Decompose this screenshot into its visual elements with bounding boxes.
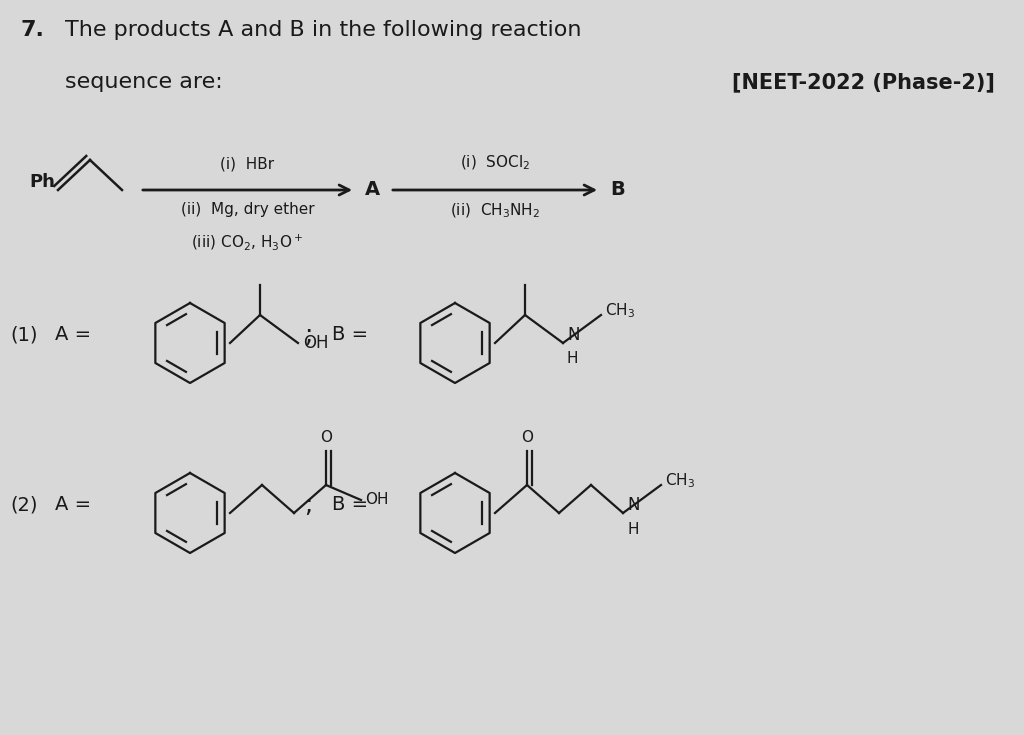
Text: The products A and B in the following reaction: The products A and B in the following re… bbox=[65, 20, 582, 40]
Text: (i)  SOCl$_2$: (i) SOCl$_2$ bbox=[460, 154, 530, 172]
Text: Ph: Ph bbox=[29, 173, 55, 191]
Text: B =: B = bbox=[332, 495, 368, 514]
Text: 7.: 7. bbox=[20, 20, 44, 40]
Text: (i)  HBr: (i) HBr bbox=[220, 157, 274, 172]
Text: H: H bbox=[627, 522, 639, 537]
Text: (2): (2) bbox=[10, 495, 38, 514]
Text: CH$_3$: CH$_3$ bbox=[605, 301, 635, 320]
Text: B =: B = bbox=[332, 326, 368, 345]
Text: A =: A = bbox=[55, 495, 91, 514]
Text: (ii)  Mg, dry ether: (ii) Mg, dry ether bbox=[180, 202, 314, 217]
Text: [NEET-2022 (Phase-2)]: [NEET-2022 (Phase-2)] bbox=[732, 72, 995, 92]
Text: ;: ; bbox=[304, 493, 312, 517]
Text: O: O bbox=[521, 430, 534, 445]
Text: CH$_3$: CH$_3$ bbox=[665, 472, 695, 490]
Text: A =: A = bbox=[55, 326, 91, 345]
Text: N: N bbox=[627, 496, 640, 514]
Text: (ii)  CH$_3$NH$_2$: (ii) CH$_3$NH$_2$ bbox=[451, 202, 540, 220]
Text: (1): (1) bbox=[10, 326, 38, 345]
Text: B: B bbox=[610, 181, 625, 199]
Text: N: N bbox=[567, 326, 580, 344]
Text: (iii) CO$_2$, H$_3$O$^+$: (iii) CO$_2$, H$_3$O$^+$ bbox=[191, 232, 303, 251]
Text: O: O bbox=[319, 430, 332, 445]
Text: H: H bbox=[567, 351, 579, 367]
Text: ;: ; bbox=[304, 323, 312, 347]
Text: OH: OH bbox=[365, 492, 388, 507]
Text: A: A bbox=[365, 181, 380, 199]
Text: sequence are:: sequence are: bbox=[65, 72, 223, 92]
Text: OH: OH bbox=[303, 334, 329, 352]
